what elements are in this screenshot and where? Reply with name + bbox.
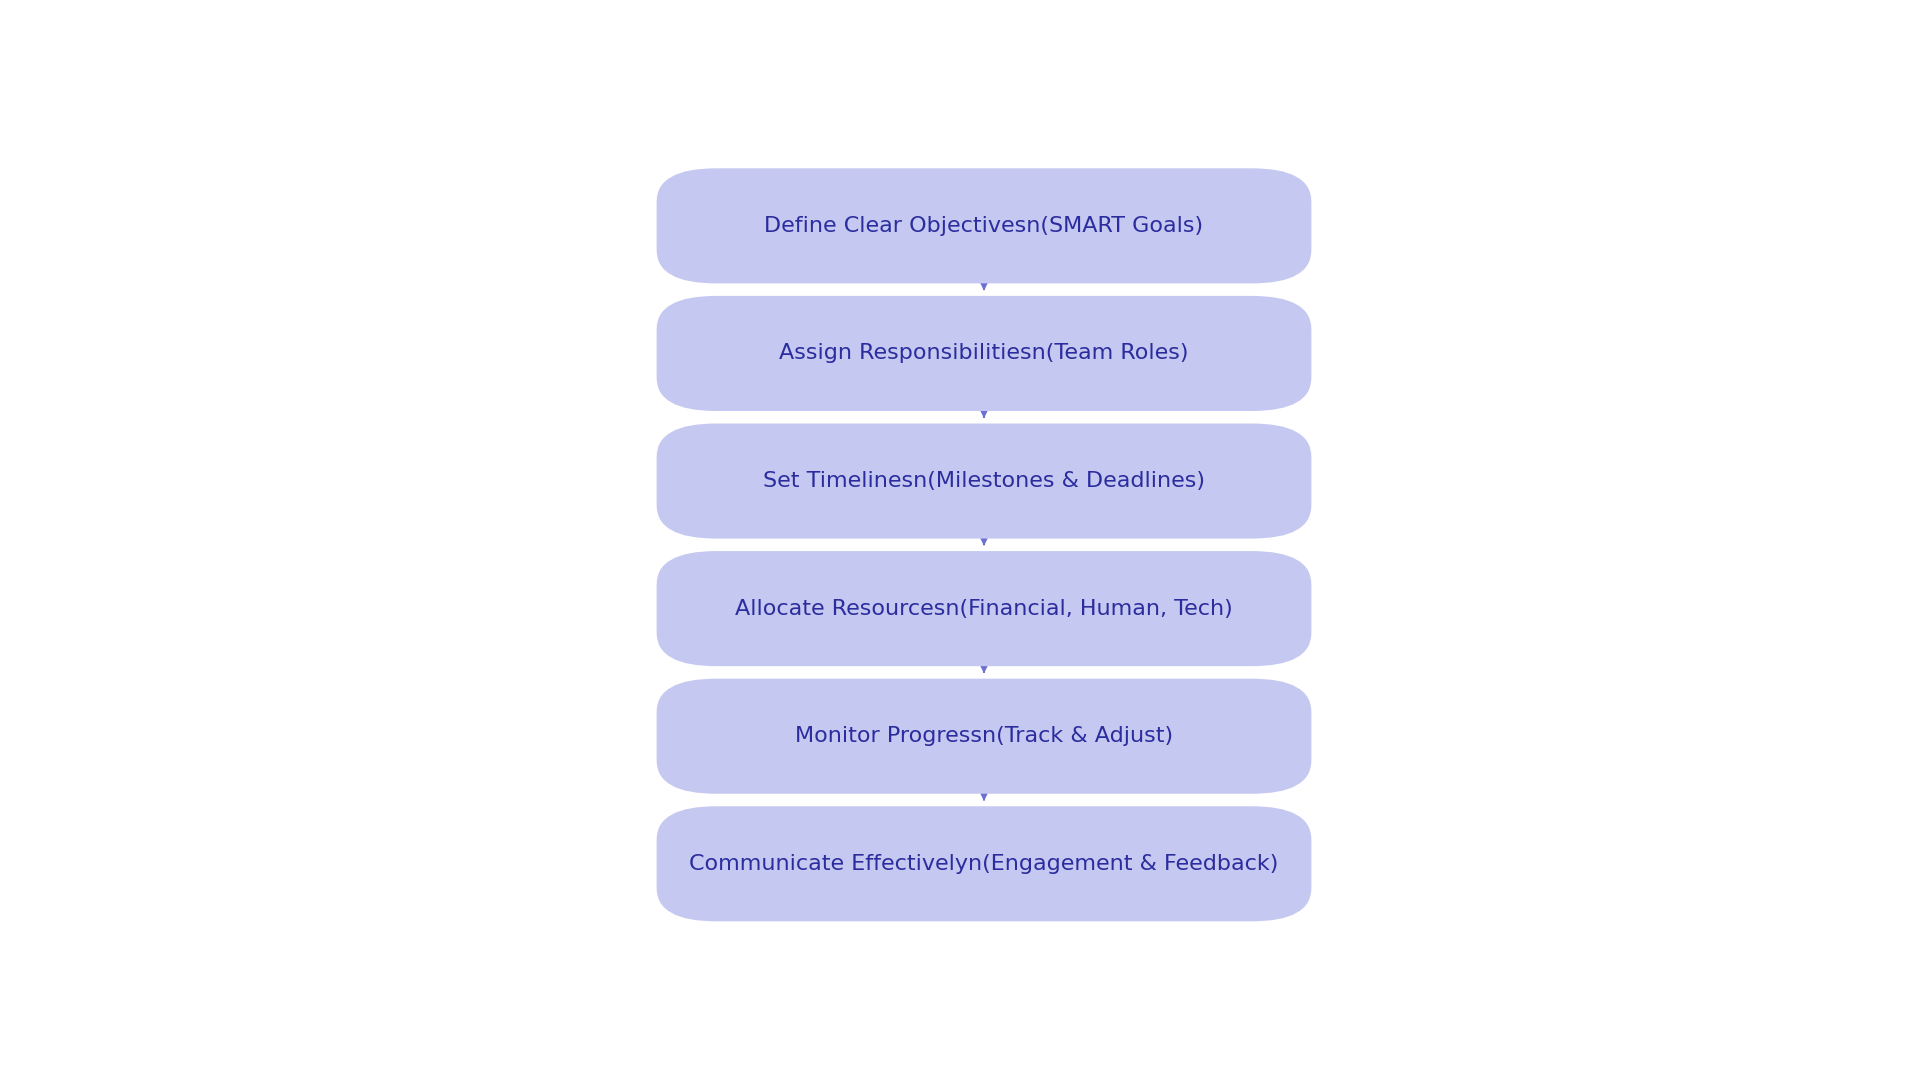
FancyBboxPatch shape (657, 168, 1311, 284)
Text: Communicate Effectivelyn(Engagement & Feedback): Communicate Effectivelyn(Engagement & Fe… (689, 853, 1279, 874)
Text: Monitor Progressn(Track & Adjust): Monitor Progressn(Track & Adjust) (795, 727, 1173, 746)
FancyBboxPatch shape (657, 296, 1311, 410)
Text: Assign Responsibilitiesn(Team Roles): Assign Responsibilitiesn(Team Roles) (780, 343, 1188, 364)
FancyBboxPatch shape (657, 679, 1311, 794)
Text: Define Clear Objectivesn(SMART Goals): Define Clear Objectivesn(SMART Goals) (764, 216, 1204, 236)
FancyBboxPatch shape (657, 423, 1311, 538)
Text: Allocate Resourcesn(Financial, Human, Tech): Allocate Resourcesn(Financial, Human, Te… (735, 599, 1233, 618)
FancyBboxPatch shape (657, 551, 1311, 666)
FancyBboxPatch shape (657, 806, 1311, 922)
Text: Set Timelinesn(Milestones & Deadlines): Set Timelinesn(Milestones & Deadlines) (762, 471, 1206, 491)
